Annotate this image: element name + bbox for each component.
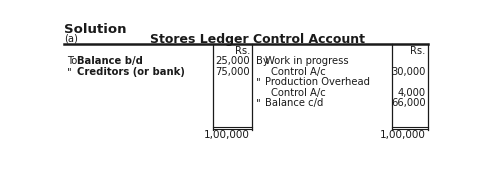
Text: 1,00,000: 1,00,000 xyxy=(204,130,250,140)
Text: 30,000: 30,000 xyxy=(391,67,426,77)
Text: Work in progress: Work in progress xyxy=(264,56,348,66)
Text: ": " xyxy=(67,67,72,77)
Text: Balance b/d: Balance b/d xyxy=(77,56,143,66)
Text: (a): (a) xyxy=(64,33,78,43)
Text: Production Overhead: Production Overhead xyxy=(264,77,370,87)
Text: 4,000: 4,000 xyxy=(397,88,426,98)
Text: 75,000: 75,000 xyxy=(215,67,250,77)
Text: 66,000: 66,000 xyxy=(391,98,426,108)
Text: Creditors (or bank): Creditors (or bank) xyxy=(77,67,185,77)
Text: 25,000: 25,000 xyxy=(215,56,250,66)
Text: Rs.: Rs. xyxy=(410,46,426,56)
Text: Stores Ledger Control Account: Stores Ledger Control Account xyxy=(150,33,365,46)
Text: By: By xyxy=(256,56,269,66)
Text: 1,00,000: 1,00,000 xyxy=(380,130,426,140)
Text: ": " xyxy=(256,77,261,87)
Text: Control A/c: Control A/c xyxy=(271,88,325,98)
Text: Balance c/d: Balance c/d xyxy=(264,98,323,108)
Text: Solution: Solution xyxy=(64,23,126,36)
Text: ": " xyxy=(256,98,261,108)
Text: Control A/c: Control A/c xyxy=(271,67,325,77)
Text: Rs.: Rs. xyxy=(235,46,250,56)
Text: To: To xyxy=(67,56,77,66)
